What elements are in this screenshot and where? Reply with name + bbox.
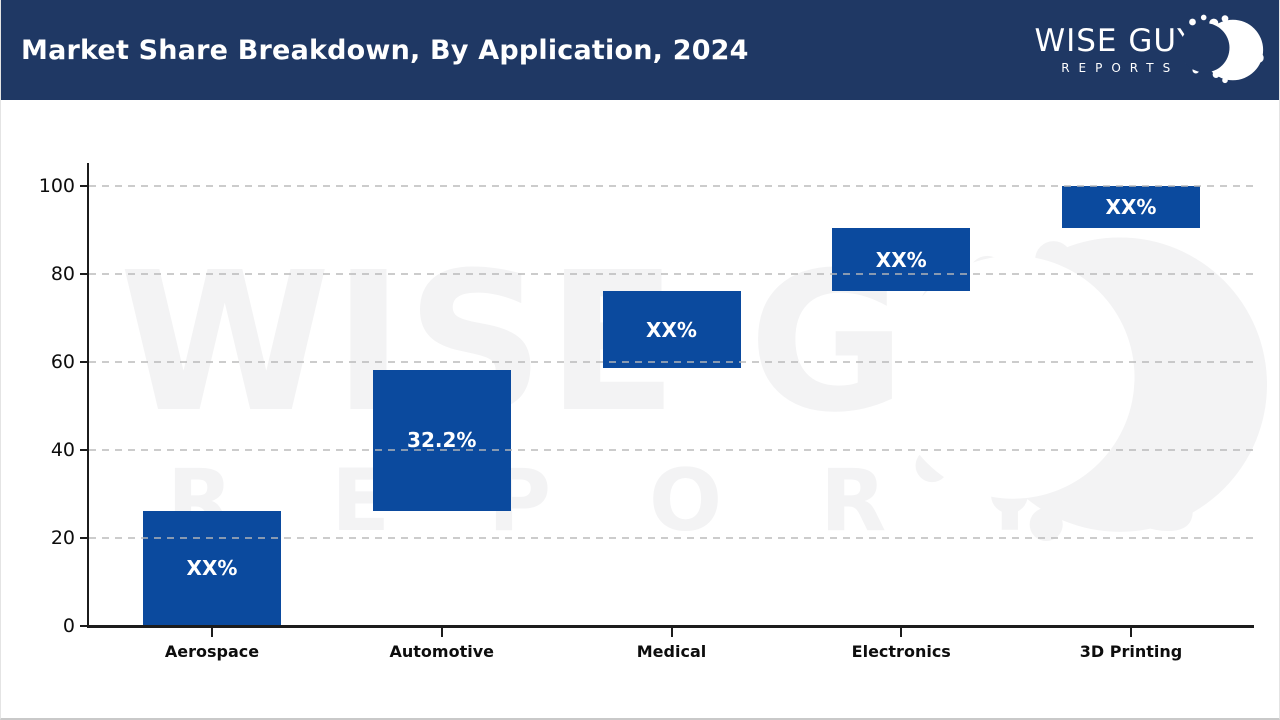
logo-wordmark: WISE GUY REPORTS [1034,23,1197,75]
y-tick-60 [80,360,89,363]
logo-wordmark-line1: WISE GUY [1034,23,1197,59]
bar-value-label: 32.2% [407,428,477,453]
x-tick-label-aerospace: Aerospace [164,641,260,661]
x-tick-3 [670,627,673,637]
logo-face-icon [1183,14,1264,84]
bar-medical [602,291,741,369]
y-tick-0 [80,624,89,627]
gridline-60 [89,360,1254,363]
bar-automotive [372,369,511,512]
gridline-20 [89,536,1254,539]
gridline-80 [89,272,1254,275]
x-tick-label-automotive: Automotive [389,641,495,661]
y-tick-label-20: 20 [50,526,75,549]
y-tick-label-0: 0 [62,614,75,637]
x-tick-1 [211,627,213,637]
y-tick-100 [80,185,89,187]
header-bar: Market Share Breakdown, By Application, … [1,0,1279,100]
y-axis-spine [86,163,89,628]
y-tick-20 [80,536,89,539]
x-tick-4 [900,627,903,637]
x-axis-spine [86,624,1254,628]
y-tick-label-100: 100 [38,175,75,197]
logo-wordmark-line2: REPORTS [1061,61,1180,75]
chart-title: Market Share Breakdown, By Application, … [21,34,749,66]
x-tick-label-electronics: Electronics [851,641,951,661]
x-tick-5 [1130,627,1132,637]
gridline-100 [89,185,1254,187]
bar-3d-printing [1062,186,1200,228]
y-tick-label-60: 60 [50,350,75,373]
chart-area: WISE GUY REPORTS XX% 32.2% XX% XX% XX% 0 20 40 6… [1,100,1280,718]
bar-value-label: XX% [1105,194,1157,219]
bar-value-label: XX% [875,247,927,272]
x-tick-label-3d-printing: 3D Printing [1079,641,1183,661]
wise-guy-logo: WISE GUY REPORTS [1034,13,1267,87]
bar-aerospace [143,511,281,626]
y-tick-80 [80,272,89,275]
watermark-line2: REPORTS [167,451,1280,551]
bar-value-label: XX% [646,317,697,342]
y-tick-40 [80,448,89,451]
y-tick-label-80: 80 [50,262,75,285]
bar-value-label: XX% [186,556,238,581]
gridline-40 [89,448,1254,451]
x-tick-2 [440,627,443,637]
y-tick-label-40: 40 [50,438,75,461]
x-tick-label-medical: Medical [636,641,707,661]
